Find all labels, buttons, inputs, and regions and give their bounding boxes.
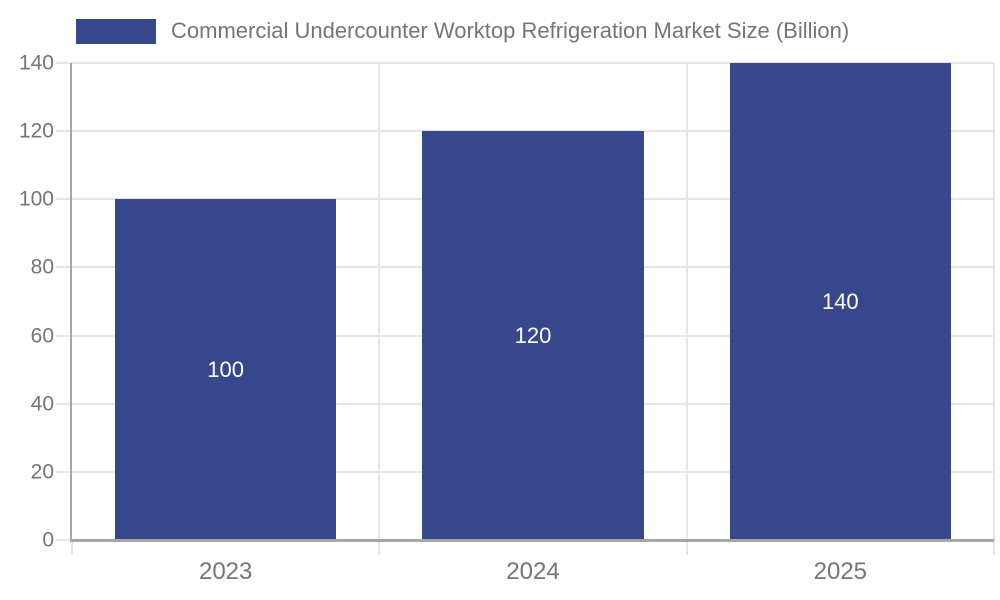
bar-value-label-2024: 120 <box>514 322 552 348</box>
y-tick-label-60: 60 <box>30 324 54 348</box>
x-tick-label-2024: 2024 <box>506 558 560 585</box>
y-axis: 0 20 40 60 80 100 120 140 <box>0 53 54 551</box>
bar-2024 <box>422 131 644 540</box>
bar-2025 <box>729 63 951 540</box>
y-tickmark-40 <box>56 402 72 405</box>
gridline-y-140 <box>72 62 994 64</box>
x-axis: 2023 2024 2025 <box>72 558 994 592</box>
gridline-y-120 <box>72 130 994 133</box>
y-tick-label-100: 100 <box>18 187 54 211</box>
y-tickmark-20 <box>56 470 72 473</box>
gridline-x-2 <box>685 63 688 555</box>
y-tick-label-140: 140 <box>18 51 54 75</box>
legend-label: Commercial Undercounter Worktop Refriger… <box>171 18 850 43</box>
y-tick-label-80: 80 <box>30 255 54 279</box>
y-tickmark-0 <box>56 539 72 541</box>
y-tickmark-140 <box>56 62 72 64</box>
y-tick-label-40: 40 <box>30 392 54 416</box>
x-tick-label-2023: 2023 <box>198 558 253 585</box>
y-tickmark-100 <box>56 198 72 201</box>
bar-2023 <box>115 199 337 540</box>
x-axis-line <box>70 539 994 542</box>
gridline-x-0 <box>71 540 73 555</box>
y-axis-line <box>70 63 72 540</box>
y-tick-label-20: 20 <box>30 460 54 484</box>
legend-swatch <box>76 18 156 44</box>
gridline-x-3 <box>993 63 995 555</box>
bar-value-label-2025: 140 <box>821 288 859 314</box>
bar-value-label-2023: 100 <box>207 356 245 382</box>
y-tick-label-0: 0 <box>42 528 54 552</box>
x-tick-label-2025: 2025 <box>813 558 868 585</box>
y-tick-label-120: 120 <box>18 119 54 143</box>
gridline-x-1 <box>378 63 381 555</box>
y-tickmark-80 <box>56 266 72 269</box>
y-tickmark-60 <box>56 334 72 337</box>
y-tickmark-120 <box>56 130 72 133</box>
plot-area: 100 120 140 <box>56 62 995 555</box>
legend: Commercial Undercounter Worktop Refriger… <box>76 18 849 44</box>
